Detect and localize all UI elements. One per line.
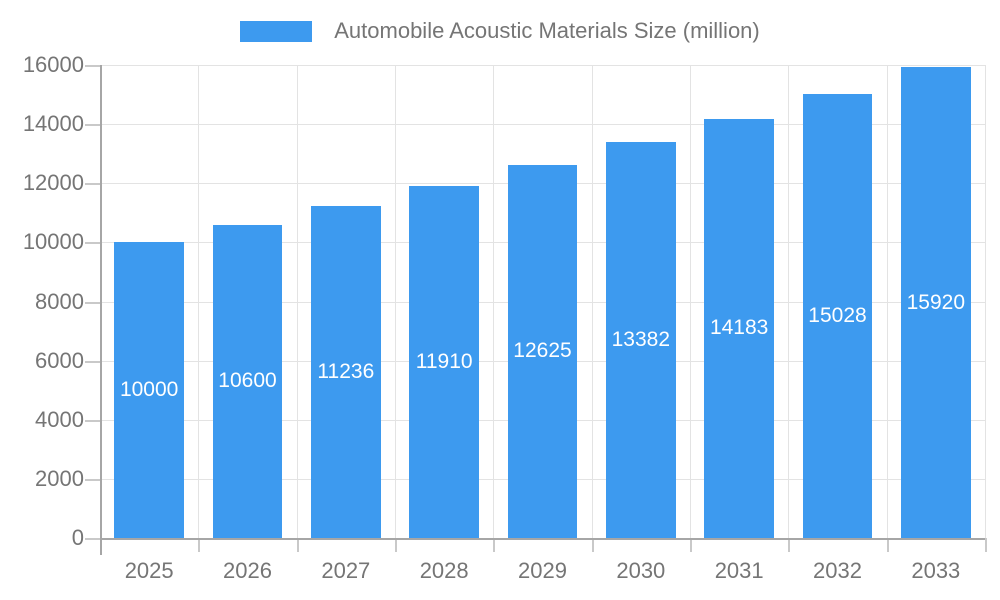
y-axis-label: 14000 [22, 111, 84, 137]
bar-value-label: 10000 [119, 378, 179, 402]
bar-value-label: 14183 [709, 316, 769, 340]
y-axis-tick [85, 478, 100, 481]
y-axis-tick [85, 183, 100, 186]
legend[interactable]: Automobile Acoustic Materials Size (mill… [0, 18, 1000, 44]
x-axis-tick [788, 538, 791, 552]
plot-area: 10000 10600 11236 11910 12625 13382 14183 15028… [85, 65, 987, 555]
y-axis-label: 0 [71, 525, 84, 550]
gridline-vertical [690, 65, 691, 538]
gridline-vertical [296, 65, 298, 538]
y-axis-label: 16000 [22, 52, 84, 77]
y-axis-label: 12000 [22, 170, 84, 196]
gridline-vertical [985, 65, 986, 538]
y-axis-label: 4000 [35, 406, 84, 432]
bar-2030[interactable]: 13382 [605, 142, 676, 538]
gridline-vertical [886, 65, 888, 538]
x-axis-label: 2031 [714, 558, 764, 583]
bar-2032[interactable]: 15028 [802, 93, 873, 538]
y-axis-tick [85, 65, 100, 67]
y-axis-tick [85, 360, 100, 363]
x-axis-label: 2026 [223, 558, 272, 583]
y-axis-tick [85, 538, 100, 540]
x-axis-label: 2033 [911, 558, 961, 583]
bar-value-label: 11236 [317, 359, 375, 383]
bar-2026[interactable]: 10600 [212, 224, 283, 538]
bar-value-label: 15920 [906, 290, 966, 314]
x-axis-tick [985, 538, 987, 552]
x-axis-label: 2027 [321, 558, 371, 583]
bar-2027[interactable]: 11236 [310, 205, 381, 538]
x-axis-tick [886, 538, 889, 552]
legend-label: Automobile Acoustic Materials Size (mill… [334, 18, 760, 43]
gridline-vertical [788, 65, 790, 538]
gridline-vertical [591, 65, 593, 538]
x-axis-label: 2032 [813, 558, 862, 583]
gridline-vertical [493, 65, 495, 538]
gridline-horizontal [100, 65, 985, 66]
bar-2028[interactable]: 11910 [409, 185, 480, 538]
bar-2031[interactable]: 14183 [704, 118, 775, 538]
gridline-horizontal [100, 124, 985, 126]
x-axis-tick [591, 538, 594, 552]
y-axis-label: 10000 [22, 229, 84, 255]
x-axis-label: 2030 [616, 558, 666, 583]
x-axis-tick [395, 538, 397, 552]
y-axis-label: 8000 [35, 288, 84, 314]
y-axis-label: 2000 [35, 465, 84, 491]
x-axis-tick [296, 538, 299, 552]
y-axis-tick [85, 124, 100, 127]
y-axis-tick [85, 301, 100, 304]
gridline-vertical [395, 65, 396, 538]
bar-value-label: 10600 [218, 369, 277, 393]
bar-value-label: 11910 [415, 349, 473, 373]
x-axis-line [100, 538, 985, 540]
x-axis-label: 2025 [124, 558, 174, 583]
x-axis-label: 2028 [419, 558, 469, 583]
x-axis-tick [198, 538, 201, 552]
legend-swatch [240, 20, 313, 42]
bar-2033[interactable]: 15920 [900, 67, 971, 538]
gridline-vertical [198, 65, 200, 538]
y-axis-tick [85, 419, 100, 422]
x-axis-tick [690, 538, 692, 552]
x-axis-label: 2029 [518, 558, 567, 583]
x-axis-tick [493, 538, 496, 552]
y-axis-tick [85, 242, 100, 245]
bar-2029[interactable]: 12625 [507, 164, 578, 538]
bar-value-label: 13382 [611, 328, 671, 352]
bar-value-label: 15028 [808, 303, 867, 327]
y-axis-label: 6000 [35, 347, 84, 373]
y-axis-line [100, 65, 102, 555]
bar-2025[interactable]: 10000 [114, 242, 185, 538]
bar-value-label: 12625 [513, 339, 572, 363]
